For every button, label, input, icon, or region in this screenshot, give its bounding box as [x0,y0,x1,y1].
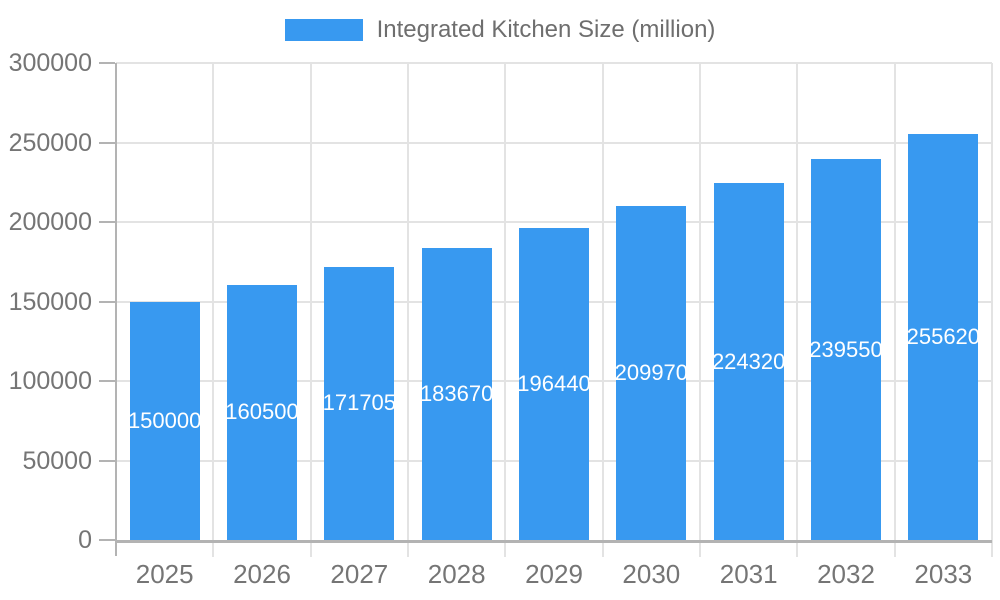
x-axis-tick [407,540,409,557]
bar-2025[interactable]: 150000 [129,301,200,540]
bar-value-label: 171705 [324,390,395,416]
y-gridline [116,62,992,64]
y-tick-label: 150000 [8,287,92,316]
legend[interactable]: Integrated Kitchen Size (million) [0,16,1000,44]
x-gridline [309,63,312,540]
bar-value-label: 150000 [129,407,200,433]
y-axis-tick [99,221,115,223]
x-gridline [212,63,215,540]
x-axis-tick [601,540,604,557]
bar-value-label: 255620 [908,323,979,349]
y-gridline [116,221,992,223]
x-tick-label: 2025 [135,559,194,589]
bar-2033[interactable]: 255620 [908,133,979,540]
bar-2026[interactable]: 160500 [227,284,297,540]
x-gridline [601,63,604,540]
y-axis-tick [99,459,115,462]
y-tick-label: 0 [78,526,92,554]
x-tick-label: 2032 [817,559,875,589]
y-axis-tick [99,380,115,382]
x-axis-tick [309,540,312,557]
x-tick-label: 2027 [330,559,389,589]
x-axis-tick [699,540,701,557]
bar-value-label: 239550 [811,336,881,362]
bar-2032[interactable]: 239550 [811,159,881,540]
y-axis-tick [99,300,115,303]
x-axis-tick [796,540,799,557]
bar-value-label: 224320 [713,348,784,374]
x-axis-line [116,540,992,543]
x-tick-label: 2033 [914,559,973,589]
y-tick-label: 200000 [8,208,92,236]
y-gridline [116,141,992,144]
y-tick-label: 250000 [8,128,92,157]
y-axis-tick [99,539,115,541]
legend-label: Integrated Kitchen Size (million) [376,16,716,43]
y-tick-label: 100000 [8,367,92,395]
y-axis-line [115,63,117,556]
x-tick-label: 2028 [427,559,486,589]
bar-2031[interactable]: 224320 [713,183,784,540]
bar-2029[interactable]: 196440 [519,227,589,540]
x-gridline [407,63,409,540]
y-tick-label: 300000 [8,49,92,77]
x-tick-label: 2030 [622,559,681,589]
y-axis-tick [99,62,115,64]
x-gridline [893,63,896,540]
x-gridline [796,63,799,540]
x-tick-label: 2029 [525,559,583,589]
y-tick-label: 50000 [22,446,92,475]
x-gridline [504,63,507,540]
x-axis-tick [504,540,507,557]
x-tick-label: 2026 [233,559,291,589]
x-gridline [991,63,993,540]
x-axis-tick [212,540,215,557]
x-axis-tick [991,540,993,557]
y-axis-tick [99,141,115,144]
bar-value-label: 160500 [227,399,297,425]
bar-2027[interactable]: 171705 [324,266,395,540]
x-axis-tick [893,540,896,557]
bar-value-label: 183670 [421,380,492,406]
bar-value-label: 196440 [519,370,589,396]
x-gridline [699,63,701,540]
bar-value-label: 209970 [616,360,687,386]
bar-2028[interactable]: 183670 [421,247,492,540]
x-tick-label: 2031 [719,559,778,589]
bar-2030[interactable]: 209970 [616,206,687,540]
legend-swatch-icon [284,19,363,41]
